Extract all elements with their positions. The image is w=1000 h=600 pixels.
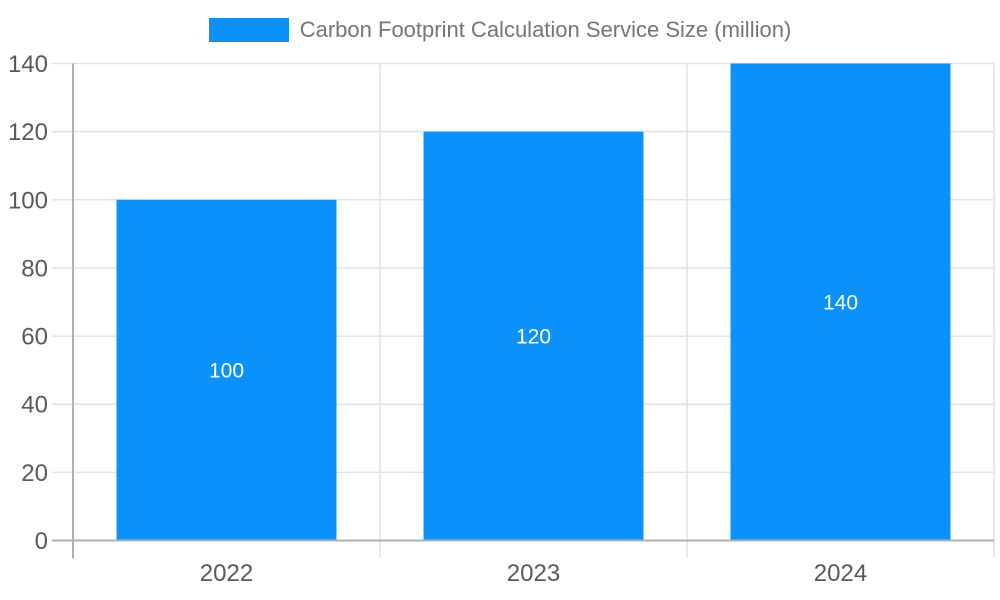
x-tick-label-2024: 2024 (814, 560, 867, 587)
y-tick-label-60: 60 (21, 324, 48, 351)
legend: Carbon Footprint Calculation Service Siz… (0, 17, 1000, 43)
y-tick-label-120: 120 (8, 119, 48, 146)
y-tick-label-0: 0 (35, 528, 48, 555)
y-tick-label-140: 140 (8, 51, 48, 78)
y-tick-label-80: 80 (21, 255, 48, 282)
y-tick-label-20: 20 (21, 460, 48, 487)
x-tick-label-2023: 2023 (507, 560, 560, 587)
bar-value-label-2023: 120 (516, 326, 551, 349)
bar-value-label-2024: 140 (823, 292, 858, 315)
bar-2022 (116, 199, 337, 541)
y-tick-label-100: 100 (8, 187, 48, 214)
bar-2024 (730, 63, 951, 541)
bar-value-label-2022: 100 (209, 360, 244, 383)
y-tick-label-40: 40 (21, 392, 48, 419)
bar-2023 (423, 131, 644, 541)
x-tick-label-2022: 2022 (200, 560, 253, 587)
legend-swatch-icon (208, 18, 289, 42)
chart-title: Carbon Footprint Calculation Service Siz… (299, 17, 792, 42)
